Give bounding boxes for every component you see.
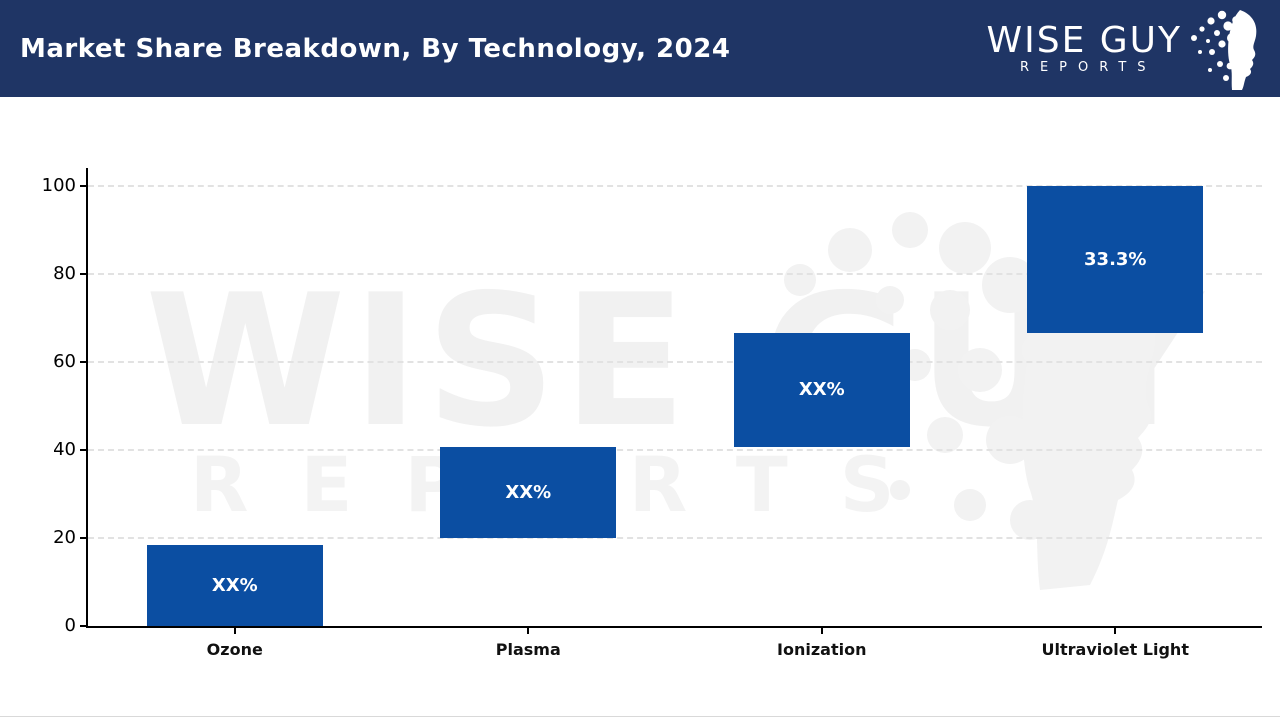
header-bar: Market Share Breakdown, By Technology, 2…	[0, 0, 1280, 97]
bar-value-label: XX%	[798, 379, 845, 401]
x-category-label: Ionization	[777, 640, 867, 659]
y-tick-label-60: 60	[53, 350, 76, 372]
y-tick-label-100: 100	[41, 174, 76, 196]
x-tick-2	[820, 628, 823, 634]
y-tick-40	[80, 448, 88, 451]
gridline-40	[88, 448, 1262, 451]
y-tick-label-20: 20	[53, 526, 76, 548]
bar-value-label: XX%	[505, 481, 552, 503]
gridline-100	[88, 184, 1262, 187]
y-tick-label-40: 40	[53, 438, 76, 460]
wise-guy-logo: WISE GUY REPORTS	[987, 8, 1263, 90]
bar-value-label: 33.3%	[1084, 248, 1147, 270]
y-tick-20	[80, 536, 88, 539]
x-tick-1	[527, 628, 530, 634]
y-tick-0	[80, 625, 88, 627]
bar-plasma: XX%	[440, 446, 617, 538]
gridline-20	[88, 536, 1262, 539]
x-category-label: Plasma	[495, 640, 561, 659]
bottom-divider	[0, 716, 1280, 717]
y-tick-label-80: 80	[53, 262, 76, 284]
x-category-label: Ozone	[206, 640, 263, 659]
y-tick-80	[80, 272, 88, 275]
x-axis-spine	[86, 626, 1262, 628]
gridline-60	[88, 360, 1262, 363]
bar-value-label: XX%	[211, 574, 258, 596]
x-tick-0	[233, 628, 236, 634]
logo-head-icon	[1191, 10, 1257, 90]
logo-subtext: REPORTS	[1019, 60, 1157, 75]
x-category-label: Ultraviolet Light	[1041, 640, 1189, 659]
gridline-80	[88, 272, 1262, 275]
logo-text: WISE GUY REPORTS	[987, 22, 1183, 76]
x-tick-3	[1114, 628, 1117, 634]
y-axis-spine	[86, 168, 88, 628]
bar-ultraviolet-light: 33.3%	[1027, 185, 1204, 333]
bar-ionization: XX%	[733, 332, 910, 447]
y-tick-label-0: 0	[64, 615, 76, 636]
y-tick-100	[80, 184, 88, 187]
bar-ozone: XX%	[146, 544, 323, 626]
chart-title: Market Share Breakdown, By Technology, 2…	[20, 33, 731, 64]
logo-wordmark: WISE GUY	[986, 20, 1182, 61]
y-tick-60	[80, 360, 88, 363]
